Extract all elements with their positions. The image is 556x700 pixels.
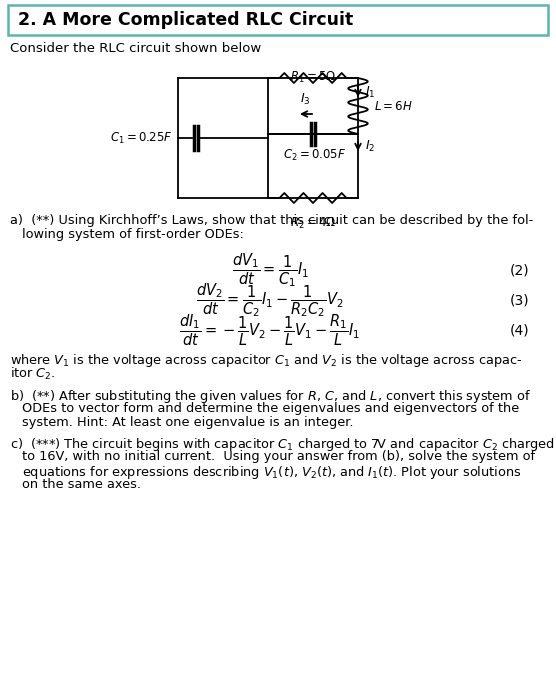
Text: a)  (**) Using Kirchhoff’s Laws, show that this circuit can be described by the : a) (**) Using Kirchhoff’s Laws, show tha…: [10, 214, 533, 227]
Text: to 16V, with no initial current.  Using your answer from (b), solve the system o: to 16V, with no initial current. Using y…: [22, 450, 535, 463]
Text: (3): (3): [510, 293, 530, 307]
Text: Consider the RLC circuit shown below: Consider the RLC circuit shown below: [10, 42, 261, 55]
Text: $I_2$: $I_2$: [365, 139, 375, 153]
Text: lowing system of first-order ODEs:: lowing system of first-order ODEs:: [22, 228, 244, 241]
Text: 2. A More Complicated RLC Circuit: 2. A More Complicated RLC Circuit: [18, 11, 353, 29]
Text: $C_2 = 0.05F$: $C_2 = 0.05F$: [284, 148, 346, 163]
Text: $R_1 = 5\Omega$: $R_1 = 5\Omega$: [290, 70, 336, 85]
Text: $I_1$: $I_1$: [365, 85, 375, 99]
Text: b)  (**) After substituting the given values for $R$, $C$, and $L$, convert this: b) (**) After substituting the given val…: [10, 388, 531, 405]
Text: on the same axes.: on the same axes.: [22, 478, 141, 491]
Text: c)  (***) The circuit begins with capacitor $C_1$ charged to 7V and capacitor $C: c) (***) The circuit begins with capacit…: [10, 436, 555, 453]
Text: $I_3$: $I_3$: [300, 92, 310, 107]
Text: ODEs to vector form and determine the eigenvalues and eigenvectors of the: ODEs to vector form and determine the ei…: [22, 402, 519, 415]
Text: system. Hint: At least one eigenvalue is an integer.: system. Hint: At least one eigenvalue is…: [22, 416, 354, 429]
Text: $R_2 = 4\Omega$: $R_2 = 4\Omega$: [290, 216, 336, 231]
Text: $C_1 = 0.25F$: $C_1 = 0.25F$: [110, 130, 173, 146]
Text: (2): (2): [510, 263, 530, 277]
Text: $L = 6H$: $L = 6H$: [374, 99, 413, 113]
Text: where $V_1$ is the voltage across capacitor $C_1$ and $V_2$ is the voltage acros: where $V_1$ is the voltage across capaci…: [10, 352, 523, 369]
Text: $\dfrac{dV_2}{dt} = \dfrac{1}{C_2}I_1 - \dfrac{1}{R_2 C_2}V_2$: $\dfrac{dV_2}{dt} = \dfrac{1}{C_2}I_1 - …: [196, 281, 344, 319]
Text: (4): (4): [510, 323, 530, 337]
Text: equations for expressions describing $V_1(t)$, $V_2(t)$, and $I_1(t)$. Plot your: equations for expressions describing $V_…: [22, 464, 522, 481]
Text: $\dfrac{dV_1}{dt} = \dfrac{1}{C_1}I_1$: $\dfrac{dV_1}{dt} = \dfrac{1}{C_1}I_1$: [232, 251, 309, 289]
Text: itor $C_2$.: itor $C_2$.: [10, 366, 56, 382]
Text: $\dfrac{dI_1}{dt} = -\dfrac{1}{L}V_2 - \dfrac{1}{L}V_1 - \dfrac{R_1}{L}I_1$: $\dfrac{dI_1}{dt} = -\dfrac{1}{L}V_2 - \…: [180, 312, 361, 348]
FancyBboxPatch shape: [8, 5, 548, 35]
